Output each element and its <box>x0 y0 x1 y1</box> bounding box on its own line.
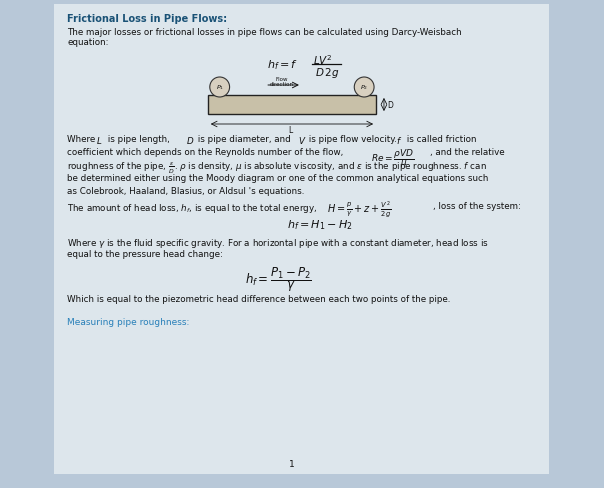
Text: The major losses or frictional losses in pipe flows can be calculated using Darc: The major losses or frictional losses in… <box>67 28 462 37</box>
Text: $D$: $D$ <box>186 135 194 146</box>
Bar <box>208 96 376 115</box>
Text: coefficient which depends on the Reynolds number of the flow,: coefficient which depends on the Reynold… <box>67 148 344 157</box>
Text: $P_2$: $P_2$ <box>360 83 368 92</box>
Text: , and the relative: , and the relative <box>431 148 505 157</box>
Text: $h_f = H_1 - H_2$: $h_f = H_1 - H_2$ <box>287 218 353 231</box>
Text: $V$: $V$ <box>298 135 306 146</box>
Text: is pipe length,: is pipe length, <box>105 135 172 143</box>
Text: , loss of the system:: , loss of the system: <box>434 202 521 210</box>
Text: Flow: Flow <box>276 77 288 82</box>
Text: $LV^2$: $LV^2$ <box>313 53 332 67</box>
Text: $Re = \dfrac{\rho VD}{\mu}$: $Re = \dfrac{\rho VD}{\mu}$ <box>371 147 415 169</box>
Text: is pipe diameter, and: is pipe diameter, and <box>195 135 294 143</box>
Text: is called friction: is called friction <box>403 135 476 143</box>
Text: $L$: $L$ <box>96 135 102 146</box>
Circle shape <box>210 78 230 98</box>
Text: The amount of head loss, $h_f$, is equal to the total energy,: The amount of head loss, $h_f$, is equal… <box>67 202 318 215</box>
Text: Which is equal to the piezometric head difference between each two points of the: Which is equal to the piezometric head d… <box>67 294 451 304</box>
Text: be determined either using the Moody diagram or one of the common analytical equ: be determined either using the Moody dia… <box>67 174 489 183</box>
Text: direction: direction <box>270 82 294 87</box>
Text: equation:: equation: <box>67 38 109 47</box>
Text: 1: 1 <box>289 459 295 468</box>
Text: Where: Where <box>67 135 98 143</box>
Text: is pipe flow velocity.: is pipe flow velocity. <box>306 135 399 143</box>
Text: D: D <box>387 101 393 110</box>
Text: $h_f = \dfrac{P_1 - P_2}{\gamma}$: $h_f = \dfrac{P_1 - P_2}{\gamma}$ <box>245 264 312 293</box>
Circle shape <box>355 78 374 98</box>
Text: $P_1$: $P_1$ <box>216 83 223 92</box>
Text: equal to the pressure head change:: equal to the pressure head change: <box>67 249 223 259</box>
Bar <box>54 5 549 474</box>
Text: L: L <box>288 126 292 135</box>
Text: Where $\gamma$ is the fluid specific gravity. For a horizontal pipe with a const: Where $\gamma$ is the fluid specific gra… <box>67 237 489 249</box>
Text: $h_f = f$: $h_f = f$ <box>267 58 298 72</box>
Text: as Colebrook, Haaland, Blasius, or Aldsul 's equations.: as Colebrook, Haaland, Blasius, or Aldsu… <box>67 186 304 196</box>
Text: $f$: $f$ <box>396 135 402 146</box>
Text: Frictional Loss in Pipe Flows:: Frictional Loss in Pipe Flows: <box>67 14 228 24</box>
Text: $H = \frac{p}{\gamma} + z + \frac{V^2}{2g}$: $H = \frac{p}{\gamma} + z + \frac{V^2}{2… <box>327 200 391 220</box>
Text: Measuring pipe roughness:: Measuring pipe roughness: <box>67 317 190 326</box>
Text: $D\,2g$: $D\,2g$ <box>315 66 339 80</box>
Text: roughness of the pipe, $\frac{\varepsilon}{D}$. $\rho$ is density, $\mu$ is abso: roughness of the pipe, $\frac{\varepsilo… <box>67 161 487 176</box>
